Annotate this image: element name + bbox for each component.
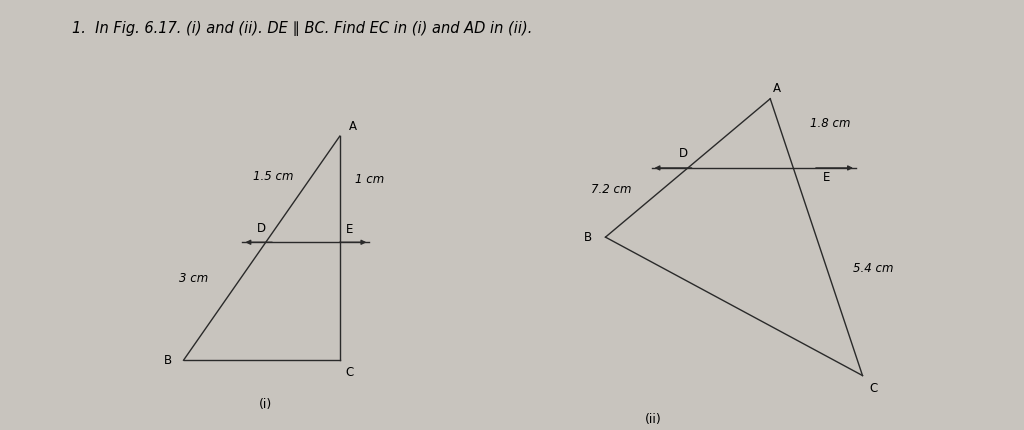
Text: B: B bbox=[584, 230, 592, 244]
Text: C: C bbox=[869, 382, 878, 395]
Text: 1.8 cm: 1.8 cm bbox=[810, 117, 850, 130]
Text: 1.5 cm: 1.5 cm bbox=[253, 170, 294, 183]
Text: D: D bbox=[679, 147, 688, 160]
Text: 1 cm: 1 cm bbox=[354, 173, 384, 186]
Text: E: E bbox=[346, 223, 353, 237]
Text: D: D bbox=[257, 222, 266, 235]
Text: B: B bbox=[164, 354, 172, 367]
Text: (ii): (ii) bbox=[645, 413, 662, 426]
Text: 1.  In Fig. 6.17. (i) and (ii). DE ∥ BC. Find EC in (i) and AD in (ii).: 1. In Fig. 6.17. (i) and (ii). DE ∥ BC. … bbox=[72, 22, 532, 37]
Text: A: A bbox=[773, 83, 781, 95]
Text: (i): (i) bbox=[259, 398, 272, 411]
Text: 7.2 cm: 7.2 cm bbox=[591, 183, 632, 196]
Text: 5.4 cm: 5.4 cm bbox=[853, 262, 893, 275]
Text: C: C bbox=[346, 366, 354, 379]
Text: 3 cm: 3 cm bbox=[179, 272, 209, 285]
Text: E: E bbox=[823, 171, 830, 184]
Text: A: A bbox=[348, 120, 356, 133]
